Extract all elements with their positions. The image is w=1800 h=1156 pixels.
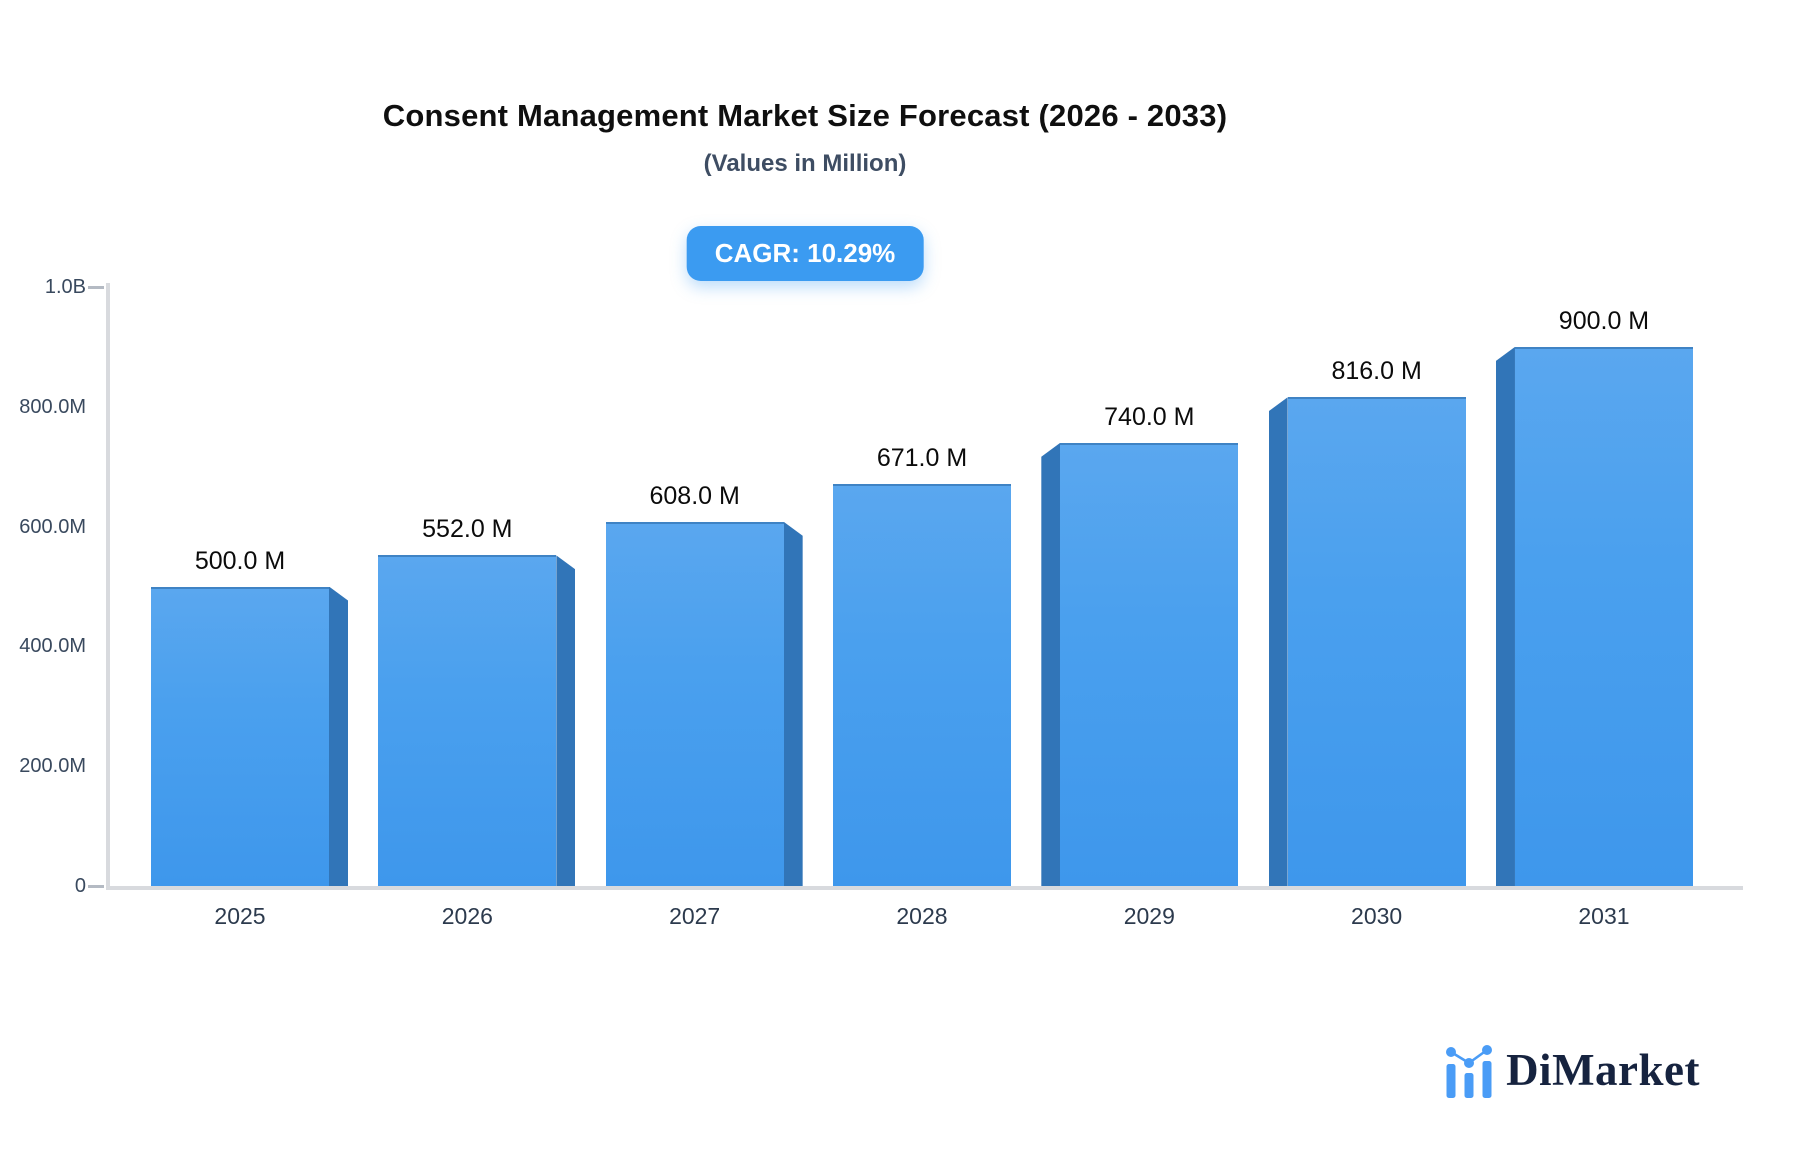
bar-value-label-2028: 671.0 M [876, 444, 968, 473]
logo-wordmark: DiMarket [1506, 1045, 1700, 1095]
y-axis-tick-label: 800.0M [19, 395, 86, 418]
x-axis-label-2031: 2031 [1578, 903, 1630, 929]
bar-2027[interactable] [605, 521, 784, 886]
bar-side-face-2025 [329, 586, 348, 886]
bar-value-label-2027: 608.0 M [649, 481, 740, 510]
chart-subtitle: (Values in Million) [703, 150, 907, 177]
bar-2025[interactable] [151, 586, 329, 886]
bar-side-face-2026 [556, 555, 576, 886]
x-axis-label-2028: 2028 [896, 903, 948, 929]
logo-bar-chart-trend-icon [1445, 1042, 1493, 1098]
bar-value-label-2029: 740.0 M [1104, 402, 1195, 431]
x-axis-label-2029: 2029 [1123, 903, 1175, 929]
bar-2026[interactable] [378, 555, 557, 886]
y-axis-tick-label: 200.0M [19, 755, 86, 778]
x-axis-label-2026: 2026 [441, 903, 493, 929]
y-axis-tick-label: 600.0M [19, 515, 86, 538]
bar-value-label-2025: 500.0 M [194, 546, 286, 575]
x-axis-label-2030: 2030 [1351, 903, 1403, 929]
bar-2030[interactable] [1287, 397, 1466, 886]
chart-title: Consent Management Market Size Forecast … [382, 98, 1228, 133]
y-axis-tick [88, 884, 104, 888]
bar-side-face-2027 [783, 521, 803, 886]
bar-side-face-2030 [1268, 397, 1288, 886]
bar-value-label-2031: 900.0 M [1558, 306, 1650, 335]
cagr-badge: CAGR: 10.29% [686, 226, 924, 281]
bar-2028[interactable] [832, 484, 1011, 886]
x-axis-baseline [106, 886, 1743, 890]
bar-side-face-2031 [1495, 346, 1515, 886]
y-axis-line [106, 283, 110, 889]
y-axis-tick [88, 285, 104, 289]
dimarket-logo: DiMarket [1445, 1042, 1700, 1098]
bar-2029[interactable] [1060, 442, 1239, 886]
bar-value-label-2030: 816.0 M [1331, 357, 1422, 386]
bar-value-label-2026: 552.0 M [422, 515, 513, 544]
y-axis-tick-label: 400.0M [19, 635, 86, 658]
bar-side-face-2029 [1041, 442, 1061, 886]
y-axis-tick-label: 0 [74, 875, 86, 897]
y-axis-tick-label: 1.0B [44, 276, 86, 298]
x-axis-label-2027: 2027 [669, 903, 721, 929]
x-axis-label-2025: 2025 [214, 903, 266, 929]
bar-2031[interactable] [1514, 346, 1693, 886]
